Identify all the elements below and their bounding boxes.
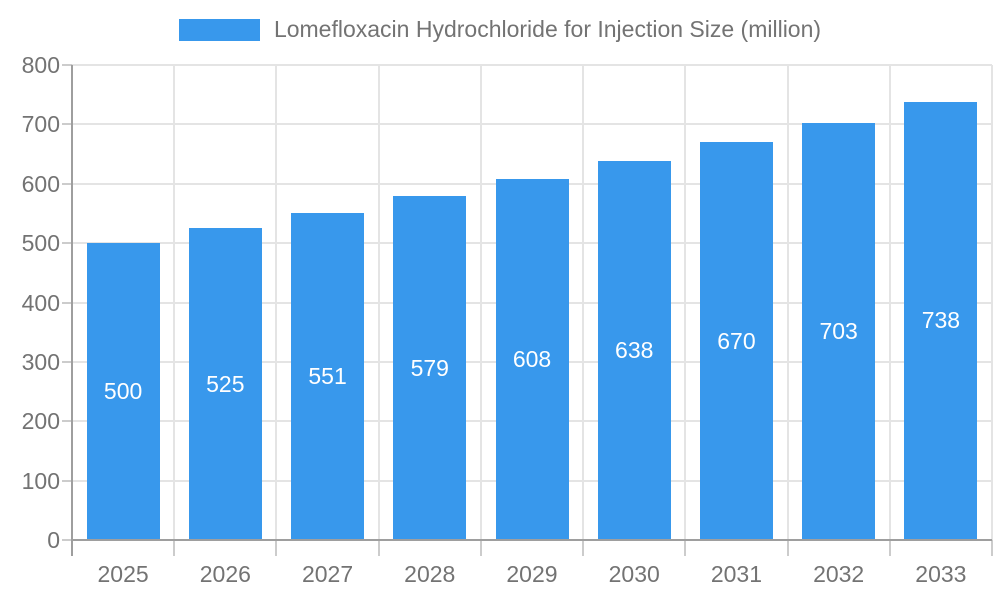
x-axis-tick-label: 2027 [301,561,354,587]
bar-2027[interactable]: 551 [291,212,365,540]
bar-value-label: 579 [410,354,449,381]
bar-value-label: 670 [717,327,756,354]
x-tick [582,540,585,556]
y-axis-tick-label: 300 [21,348,60,375]
x-gridline [377,65,380,540]
y-axis-tick-label: 500 [21,230,60,257]
y-axis-tick-label: 700 [21,111,60,138]
x-axis-tick-label: 2028 [404,561,456,587]
bar-value-label: 738 [921,307,961,334]
bar-value-label: 608 [512,346,552,372]
bar-2026[interactable]: 525 [188,228,262,540]
y-tick [62,64,72,66]
bar-value-label: 500 [103,378,143,405]
x-gridline [888,65,891,540]
chart-legend: Lomefloxacin Hydrochloride for Injection… [0,16,1000,43]
legend-label: Lomefloxacin Hydrochloride for Injection… [273,16,822,42]
x-tick [275,540,278,556]
bar-value-label: 551 [308,362,347,389]
x-tick [479,540,482,556]
x-axis-tick-label: 2032 [813,561,865,587]
bar-2030[interactable]: 638 [597,161,671,540]
y-tick [62,360,72,363]
bar-2025[interactable]: 500 [86,243,160,540]
bar-value-label: 638 [615,337,654,364]
y-tick [62,301,72,304]
x-gridline [479,65,482,540]
y-tick [62,479,72,482]
y-axis-tick-label: 800 [21,52,60,78]
bar-2033[interactable]: 738 [904,101,978,540]
y-tick [62,539,72,541]
bar-value-label: 525 [206,370,245,397]
bar-2032[interactable]: 703 [802,122,876,540]
y-axis-tick-label: 200 [21,408,60,435]
y-tick [62,182,72,185]
x-axis-tick-label: 2033 [915,561,967,587]
y-tick [62,123,72,126]
x-gridline [684,65,687,540]
bar-2028[interactable]: 579 [393,196,467,540]
y-axis-tick-label: 400 [21,289,60,316]
x-axis-tick-label: 2030 [608,561,660,587]
bar-value-label: 703 [819,317,858,344]
x-gridline [173,65,176,540]
x-gridline [786,65,789,540]
legend-swatch [178,18,260,41]
x-gridline [991,65,993,540]
x-gridline [582,65,585,540]
y-axis-tick-label: 600 [21,170,60,197]
x-tick [173,540,176,556]
bar-2029[interactable]: 608 [495,179,569,540]
x-axis-tick-label: 2025 [97,561,149,587]
x-axis-tick-label: 2031 [710,561,763,587]
y-gridline [72,64,992,66]
legend-item[interactable]: Lomefloxacin Hydrochloride for Injection… [178,16,822,43]
x-axis-tick-label: 2026 [199,561,251,587]
x-tick [991,540,993,556]
x-tick [786,540,789,556]
y-tick [62,242,72,245]
y-axis-tick-label: 0 [47,527,60,553]
y-axis-tick-label: 100 [21,467,60,494]
x-tick [377,540,380,556]
plot-area: 500 525 551 579 608 638 670 703 738 [72,64,993,540]
x-tick [684,540,687,556]
x-gridline [275,65,278,540]
y-tick [62,420,72,423]
bar-2031[interactable]: 670 [699,142,773,540]
x-tick [71,540,73,556]
x-axis-tick-label: 2029 [506,561,558,587]
x-tick [888,540,891,556]
